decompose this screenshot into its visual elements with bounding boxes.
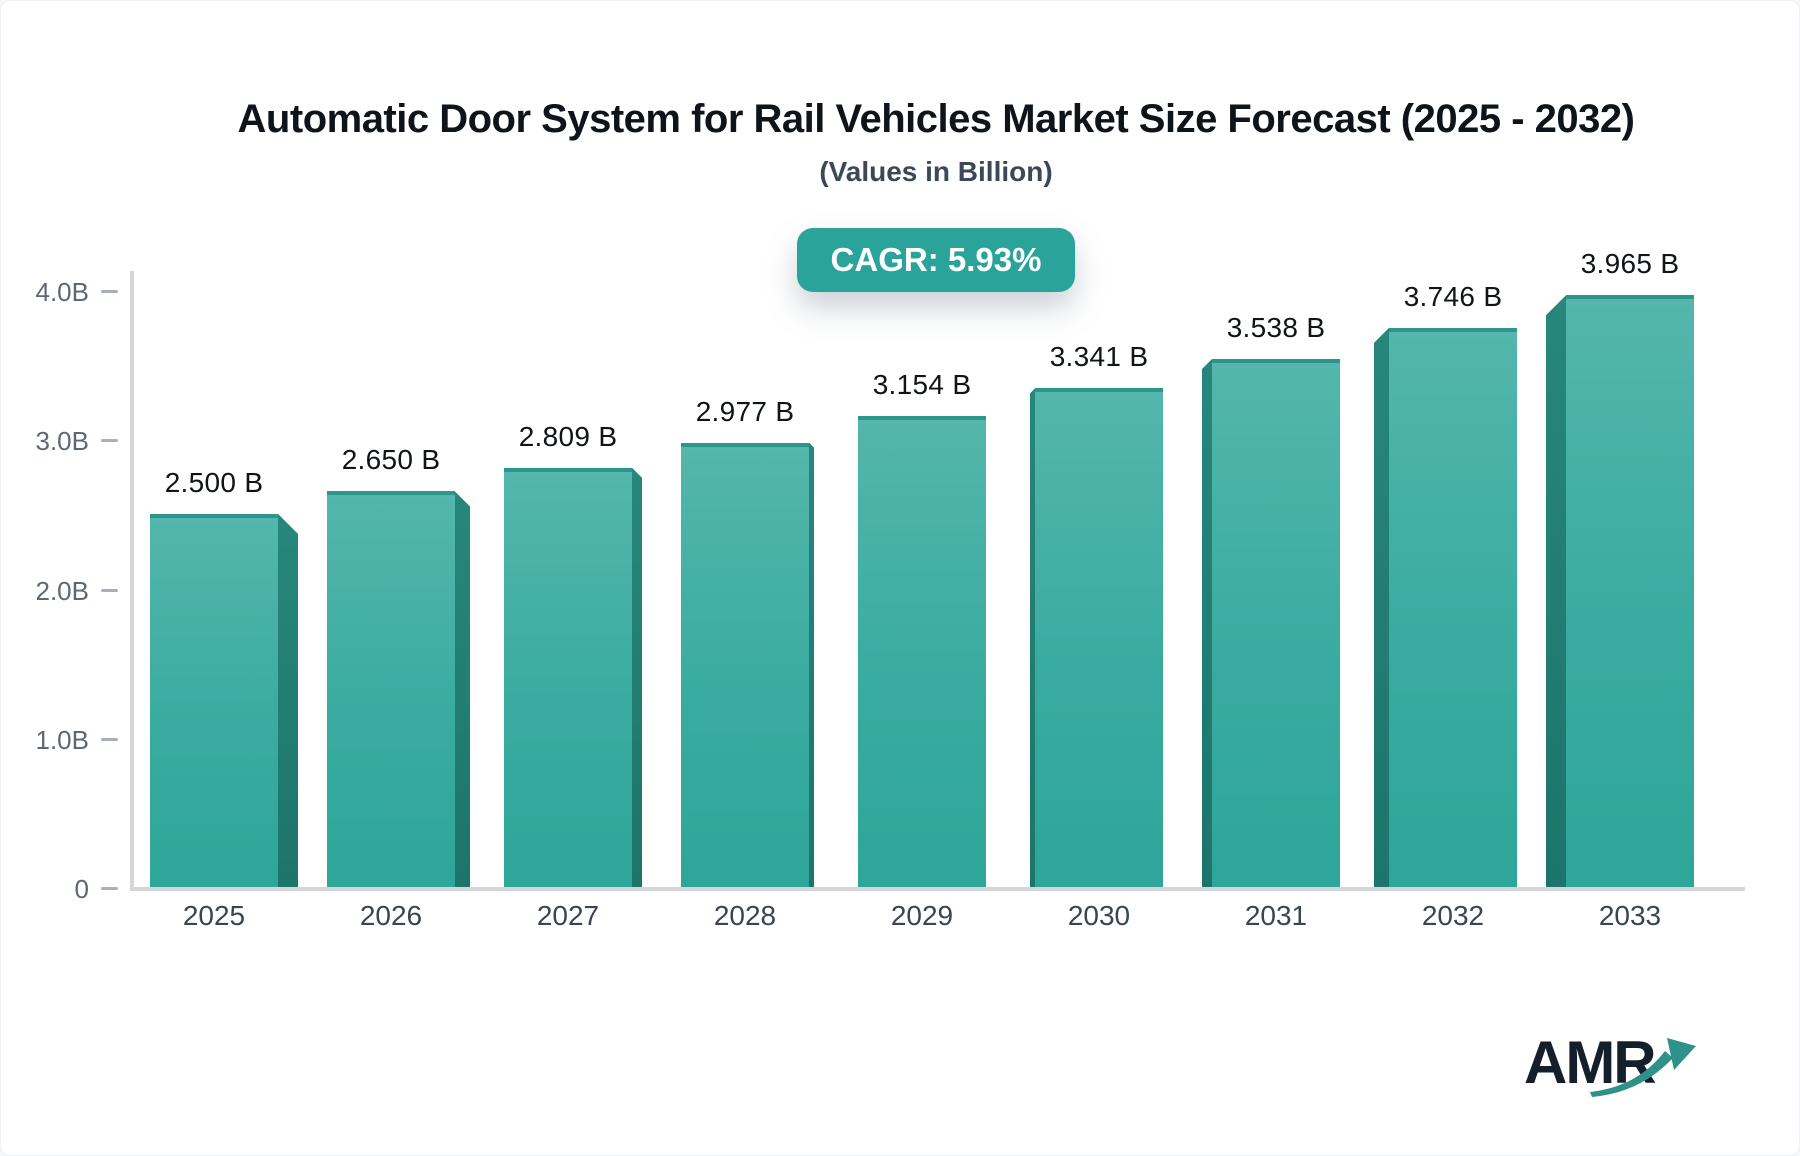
- x-tick-label: 2027: [536, 900, 600, 931]
- trend-arrow-icon: [1590, 1051, 1673, 1097]
- y-tick-label: 1.0B: [35, 724, 90, 755]
- x-tick-label: 2033: [1598, 900, 1662, 931]
- x-tick-label: 2026: [359, 900, 423, 931]
- bar-2027: [504, 467, 632, 887]
- bar-side-panel: [1202, 358, 1212, 887]
- bar-2031: [1212, 358, 1340, 887]
- y-tick-dash: [101, 290, 118, 293]
- bar-value-label: 3.538 B: [1226, 311, 1326, 343]
- x-axis-baseline: [130, 887, 1745, 891]
- bar-value-label: 3.341 B: [1049, 341, 1149, 373]
- y-tick-label: 2.0B: [35, 575, 90, 606]
- amr-logo: AMR: [1524, 1029, 1699, 1108]
- y-tick-dash: [101, 588, 118, 592]
- bar-value-label: 2.977 B: [695, 395, 795, 427]
- bar-value-label: 2.809 B: [518, 420, 618, 452]
- x-tick-label: 2031: [1244, 900, 1308, 931]
- bar-side-panel: [1374, 327, 1389, 887]
- chart-subtitle: (Values in Billion): [819, 156, 1053, 187]
- bar-2032: [1389, 327, 1517, 887]
- trend-arrow-head-icon: [1667, 1038, 1696, 1070]
- y-tick-label: 0: [74, 874, 89, 904]
- bar-side-panel: [455, 491, 470, 887]
- y-tick-dash: [101, 439, 118, 443]
- y-axis-line: [130, 271, 134, 891]
- bar-side-panel: [1030, 388, 1035, 887]
- chart-title: Automatic Door System for Rail Vehicles …: [237, 97, 1635, 141]
- bar-value-label: 3.746 B: [1403, 280, 1503, 312]
- amr-logo-graphic: AMR: [1524, 1029, 1696, 1097]
- bar-value-label: 2.500 B: [164, 466, 264, 498]
- x-tick-label: 2030: [1067, 900, 1131, 931]
- bar-value-label: 2.650 B: [341, 444, 441, 476]
- bar-side-panel: [809, 442, 814, 887]
- chart-header: Automatic Door System for Rail Vehicles …: [73, 1, 1799, 292]
- bar-2025: [150, 513, 278, 887]
- bar-2030: [1035, 388, 1163, 887]
- y-tick-dash: [101, 737, 118, 741]
- bar-value-label: 3.154 B: [872, 369, 972, 401]
- x-tick-label: 2029: [890, 900, 954, 931]
- y-tick-dash: [101, 887, 118, 890]
- x-tick-label: 2032: [1421, 900, 1485, 931]
- bar-2028: [681, 442, 809, 887]
- y-tick-label: 4.0B: [35, 277, 90, 307]
- x-tick-label: 2028: [713, 900, 777, 931]
- bar-side-panel: [632, 467, 642, 887]
- bar-side-panel: [278, 513, 298, 887]
- bar-2033: [1566, 295, 1694, 887]
- bar-side-panel: [1546, 295, 1566, 887]
- bar-value-label: 3.965 B: [1580, 248, 1680, 280]
- bar-2026: [327, 491, 455, 887]
- cagr-badge: CAGR: 5.93%: [796, 228, 1076, 292]
- y-tick-label: 3.0B: [35, 426, 90, 457]
- x-tick-label: 2025: [182, 900, 246, 931]
- bar-2029: [858, 416, 986, 887]
- amr-logo-text: AMR: [1524, 1037, 1656, 1096]
